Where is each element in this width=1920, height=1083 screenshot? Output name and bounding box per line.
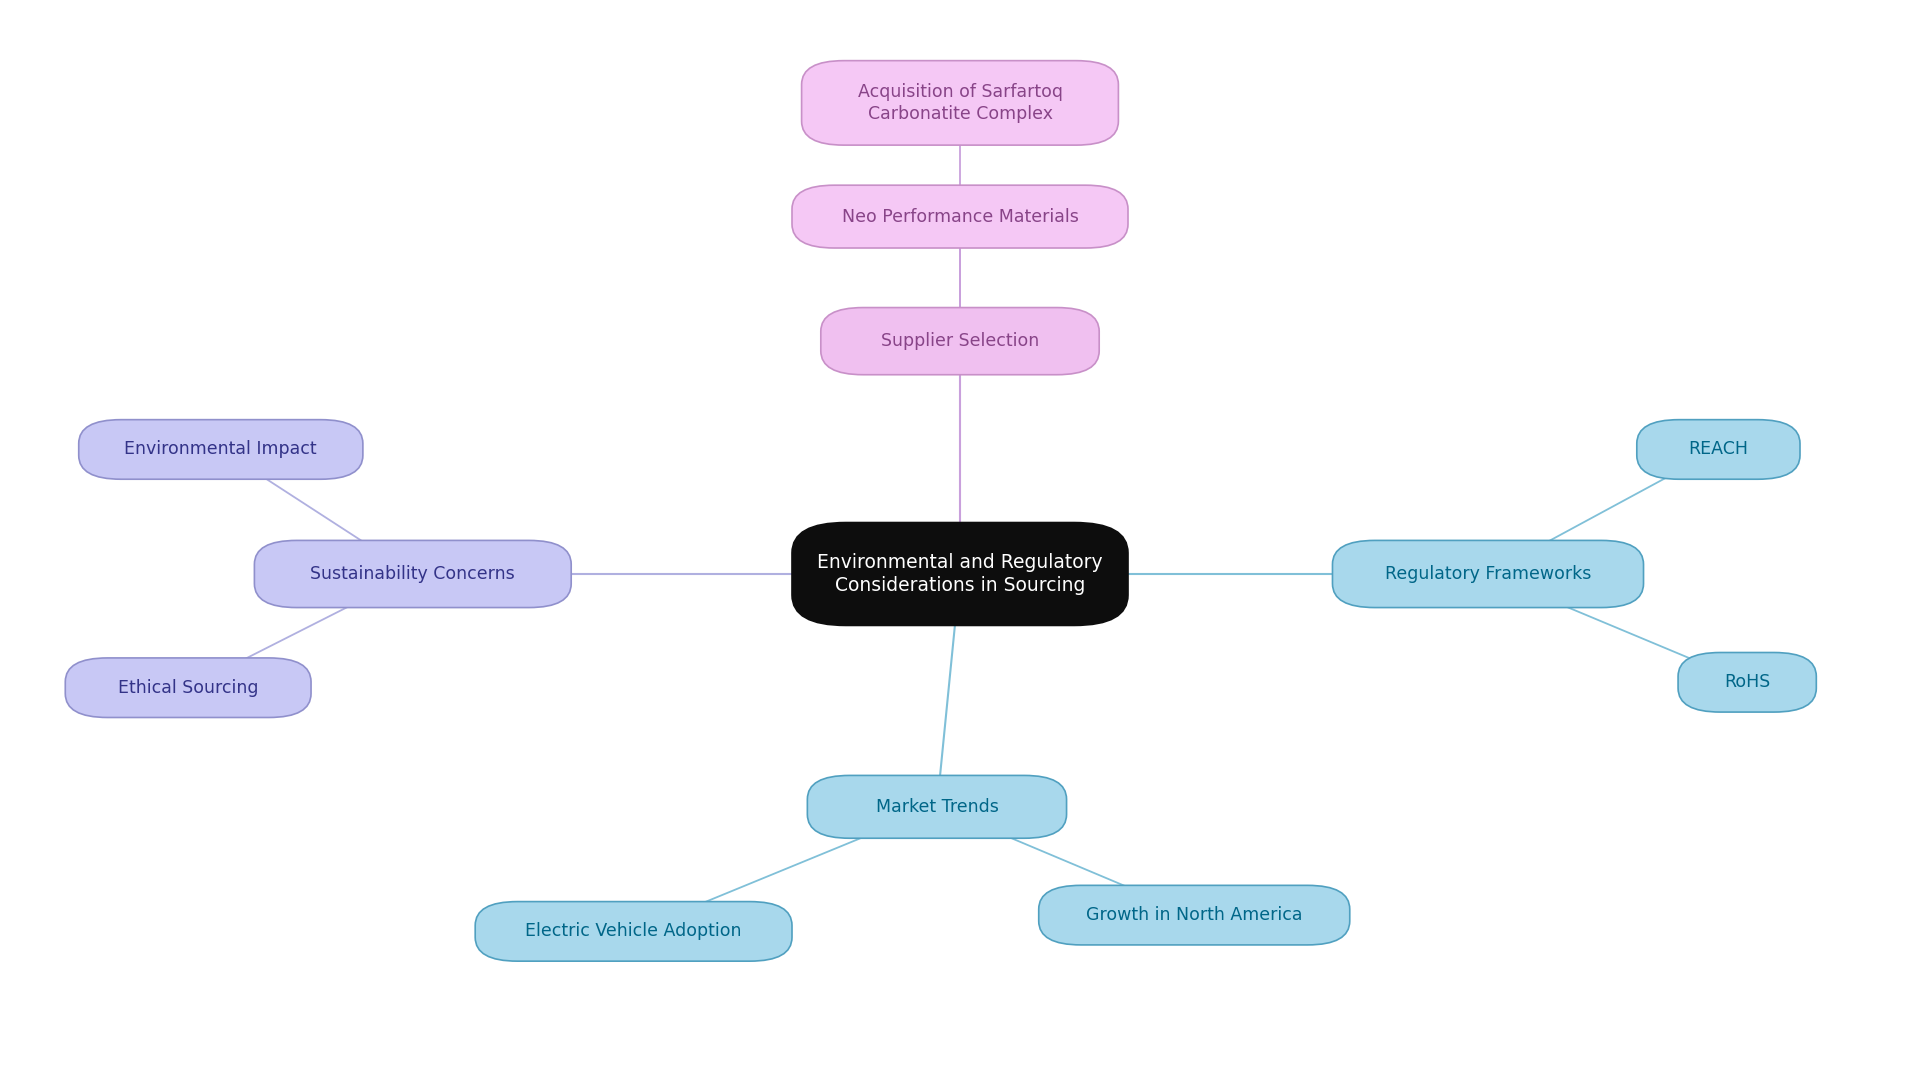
FancyBboxPatch shape	[822, 308, 1098, 375]
Text: Ethical Sourcing: Ethical Sourcing	[117, 679, 259, 696]
Text: Acquisition of Sarfartoq
Carbonatite Complex: Acquisition of Sarfartoq Carbonatite Com…	[858, 82, 1062, 123]
Text: Growth in North America: Growth in North America	[1087, 906, 1302, 924]
FancyBboxPatch shape	[801, 61, 1117, 145]
Text: RoHS: RoHS	[1724, 674, 1770, 691]
FancyBboxPatch shape	[806, 775, 1068, 838]
FancyBboxPatch shape	[791, 523, 1127, 626]
FancyBboxPatch shape	[1039, 886, 1350, 944]
FancyBboxPatch shape	[79, 419, 363, 479]
Text: Environmental Impact: Environmental Impact	[125, 441, 317, 458]
FancyBboxPatch shape	[791, 185, 1127, 248]
Text: Supplier Selection: Supplier Selection	[881, 332, 1039, 350]
Text: Neo Performance Materials: Neo Performance Materials	[841, 208, 1079, 225]
FancyBboxPatch shape	[1332, 540, 1644, 608]
FancyBboxPatch shape	[476, 901, 791, 962]
Text: REACH: REACH	[1688, 441, 1749, 458]
FancyBboxPatch shape	[1636, 419, 1801, 479]
FancyBboxPatch shape	[65, 658, 311, 718]
Text: Electric Vehicle Adoption: Electric Vehicle Adoption	[526, 923, 741, 940]
Text: Market Trends: Market Trends	[876, 798, 998, 815]
FancyBboxPatch shape	[253, 540, 572, 608]
Text: Regulatory Frameworks: Regulatory Frameworks	[1384, 565, 1592, 583]
Text: Sustainability Concerns: Sustainability Concerns	[311, 565, 515, 583]
Text: Environmental and Regulatory
Considerations in Sourcing: Environmental and Regulatory Considerati…	[818, 552, 1102, 596]
FancyBboxPatch shape	[1678, 652, 1816, 713]
